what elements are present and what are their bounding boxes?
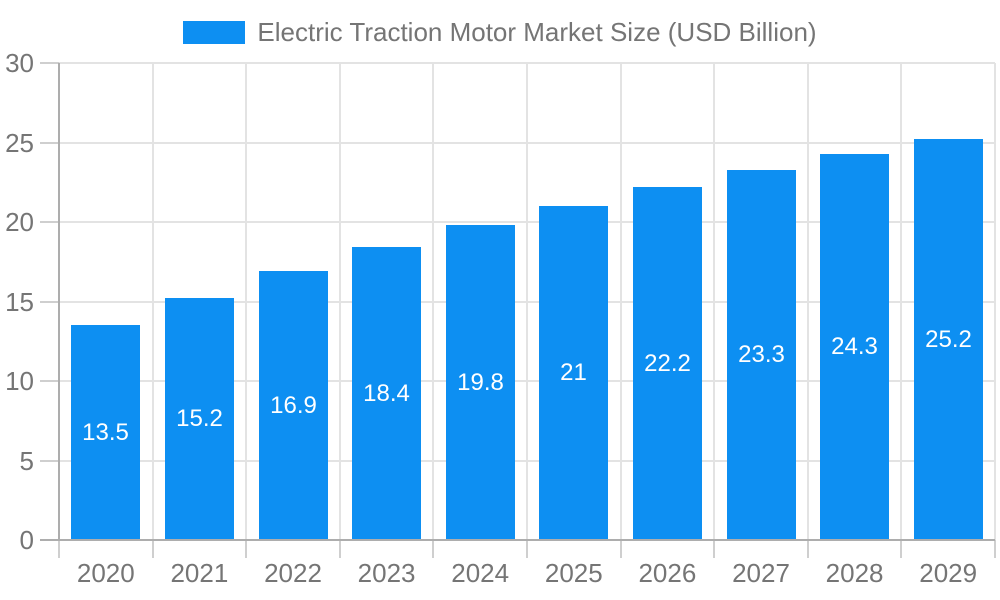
bar-2029: 25.2 bbox=[914, 139, 983, 540]
x-axis-label: 2020 bbox=[76, 558, 135, 588]
chart-legend: Electric Traction Motor Market Size (USD… bbox=[0, 12, 1000, 52]
y-gridline bbox=[40, 62, 995, 64]
legend-swatch bbox=[183, 20, 246, 44]
y-gridline bbox=[40, 300, 995, 303]
bar-value-label: 13.5 bbox=[82, 418, 129, 446]
x-axis-label: 2021 bbox=[170, 558, 229, 588]
bar-2025: 21 bbox=[539, 206, 608, 540]
bar-value-label: 18.4 bbox=[363, 379, 410, 407]
x-gridline bbox=[994, 63, 996, 540]
bar-2027: 23.3 bbox=[727, 169, 796, 540]
y-gridline bbox=[40, 380, 995, 382]
x-tick-mark bbox=[900, 540, 903, 558]
y-axis-label: 30 bbox=[5, 48, 34, 78]
x-tick-mark bbox=[151, 540, 154, 558]
y-axis-label: 5 bbox=[19, 445, 34, 476]
y-axis-label: 15 bbox=[5, 286, 34, 317]
plot-area: 0 5 10 15 20 25 30 13.5 2020 15.2 2021 16.9 2022 18.4… bbox=[5, 50, 996, 588]
bar-value-label: 15.2 bbox=[176, 405, 223, 433]
x-axis-label: 2025 bbox=[544, 558, 603, 588]
y-axis-label: 0 bbox=[19, 525, 34, 555]
x-gridline bbox=[338, 63, 341, 540]
y-tick-mark bbox=[40, 380, 59, 382]
y-tick-mark bbox=[40, 459, 59, 462]
x-tick-mark bbox=[526, 540, 528, 558]
bar-2028: 24.3 bbox=[820, 153, 889, 540]
y-axis-label: 20 bbox=[5, 207, 34, 237]
y-gridline bbox=[40, 141, 995, 144]
bar-value-label: 25.2 bbox=[925, 325, 972, 353]
x-gridline bbox=[900, 63, 903, 540]
x-tick-mark bbox=[713, 540, 716, 558]
bar-2021: 15.2 bbox=[165, 298, 234, 540]
x-axis-line bbox=[40, 539, 995, 541]
y-tick-mark bbox=[40, 141, 59, 144]
x-tick-mark bbox=[338, 540, 341, 558]
x-tick-mark bbox=[619, 540, 622, 558]
bar-value-label: 19.8 bbox=[457, 368, 504, 396]
bar-2020: 13.5 bbox=[71, 325, 140, 540]
x-tick-mark bbox=[994, 540, 996, 558]
bar-2023: 18.4 bbox=[352, 247, 421, 540]
x-axis-label: 2022 bbox=[264, 558, 322, 588]
x-gridline bbox=[151, 63, 154, 540]
y-axis-label: 25 bbox=[5, 127, 34, 158]
bar-value-label: 23.3 bbox=[738, 340, 785, 368]
x-axis-label: 2026 bbox=[638, 558, 697, 588]
y-gridline bbox=[40, 221, 995, 223]
chart-title: Electric Traction Motor Market Size (USD… bbox=[257, 16, 817, 47]
bar-2024: 19.8 bbox=[446, 225, 515, 540]
x-gridline bbox=[432, 63, 435, 540]
x-gridline bbox=[526, 63, 528, 540]
y-tick-mark bbox=[40, 300, 59, 303]
bar-2022: 16.9 bbox=[259, 271, 328, 540]
y-gridline bbox=[40, 459, 995, 462]
x-tick-mark bbox=[58, 540, 60, 558]
x-tick-mark bbox=[806, 540, 809, 558]
y-tick-mark bbox=[40, 62, 59, 64]
x-axis-label: 2029 bbox=[919, 558, 978, 588]
x-tick-mark bbox=[432, 540, 435, 558]
y-tick-mark bbox=[40, 221, 59, 223]
x-axis-label: 2023 bbox=[357, 558, 416, 588]
x-axis-label: 2024 bbox=[451, 558, 510, 588]
y-axis-line bbox=[58, 63, 60, 541]
bar-value-label: 21 bbox=[560, 359, 587, 387]
x-axis-label: 2028 bbox=[825, 558, 884, 588]
bar-value-label: 22.2 bbox=[644, 349, 691, 377]
x-gridline bbox=[806, 63, 809, 540]
bar-value-label: 24.3 bbox=[831, 332, 878, 360]
x-axis-label: 2027 bbox=[732, 558, 790, 588]
bar-value-label: 16.9 bbox=[270, 391, 317, 419]
y-axis-label: 10 bbox=[5, 366, 34, 396]
x-tick-mark bbox=[245, 540, 248, 558]
bar-2026: 22.2 bbox=[633, 187, 702, 540]
x-gridline bbox=[245, 63, 248, 540]
x-gridline bbox=[619, 63, 622, 540]
x-gridline bbox=[713, 63, 716, 540]
